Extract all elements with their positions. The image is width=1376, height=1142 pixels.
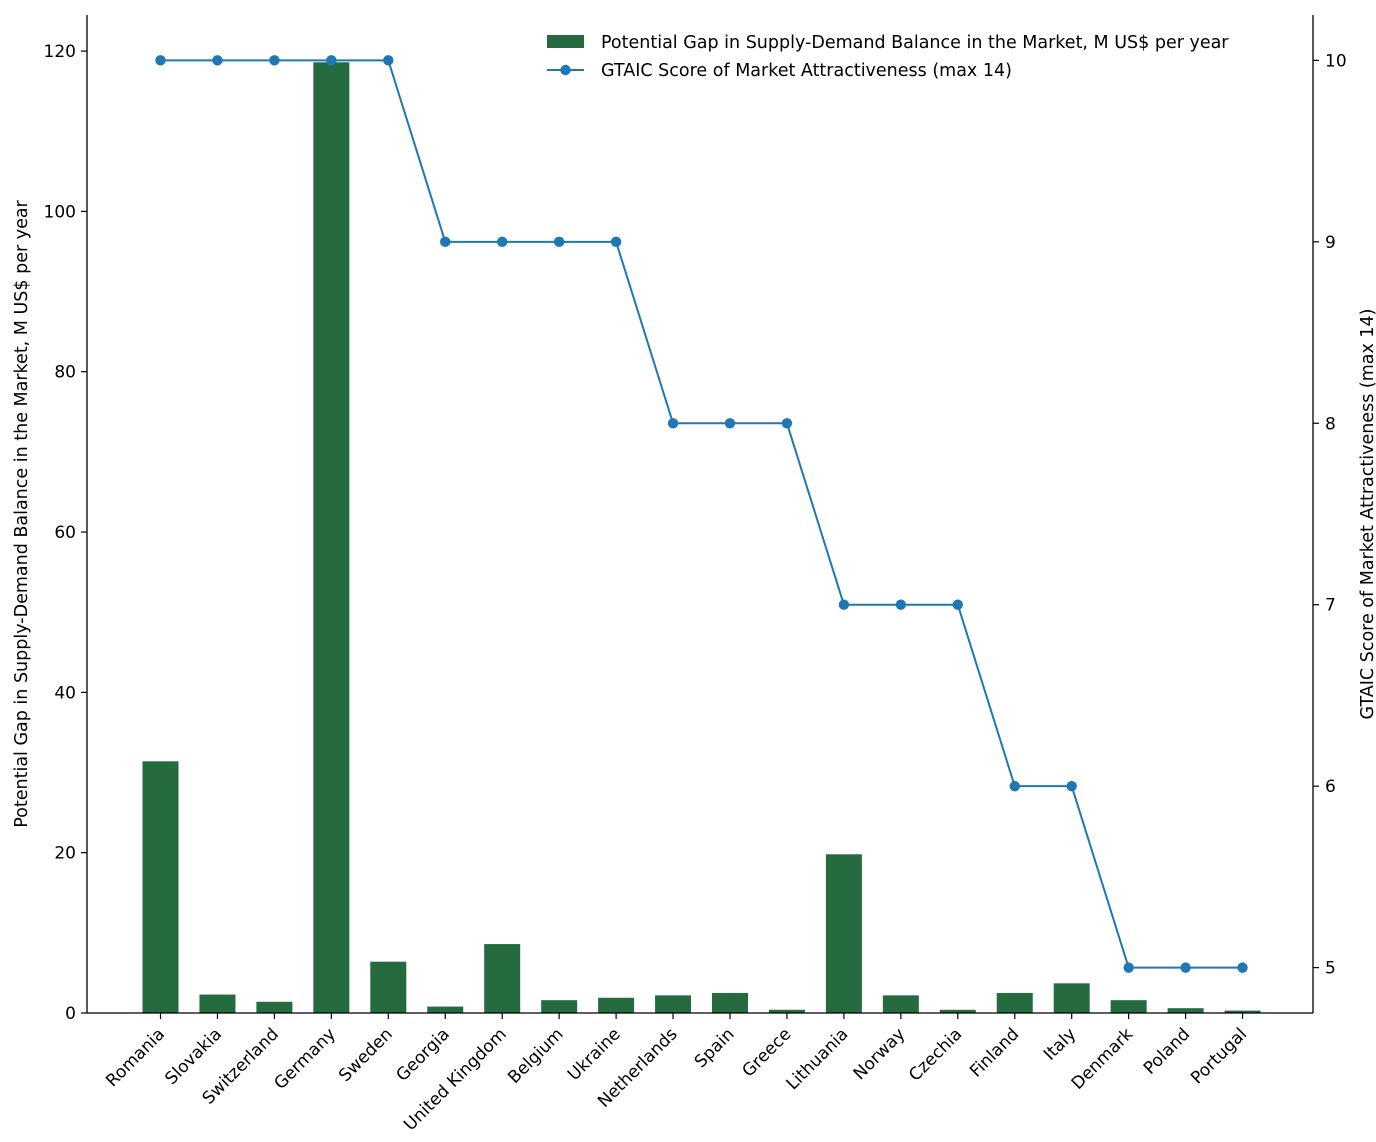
bar-romania: [142, 761, 179, 1013]
y-left-tick-label: 100: [44, 202, 76, 222]
y-left-tick-label: 80: [54, 363, 76, 383]
score-point-denmark: [1123, 962, 1134, 973]
y-left-tick-label: 0: [65, 1004, 76, 1024]
x-tick-label: Romania: [102, 1024, 169, 1091]
score-point-poland: [1180, 962, 1191, 973]
bar-ukraine: [598, 997, 635, 1013]
score-point-netherlands: [667, 418, 679, 429]
score-point-norway: [895, 599, 907, 610]
x-tick-label: Czechia: [905, 1024, 966, 1085]
x-tick-label: United Kingdom: [400, 1024, 511, 1135]
bar-poland: [1167, 1008, 1204, 1013]
x-tick-label: Spain: [691, 1024, 739, 1072]
bar-sweden: [370, 961, 407, 1013]
score-point-czechia: [952, 599, 963, 610]
x-tick-label: Poland: [1140, 1024, 1194, 1078]
bar-netherlands: [655, 995, 692, 1013]
bar-switzerland: [256, 1001, 293, 1013]
x-tick-label: Italy: [1040, 1024, 1080, 1064]
y-right-tick-label: 9: [1325, 233, 1336, 253]
y-right-tick-label: 5: [1325, 959, 1336, 979]
bar-portugal: [1224, 1010, 1261, 1013]
y-right-tick-label: 7: [1325, 596, 1336, 616]
x-tick-label: Germany: [270, 1024, 339, 1093]
x-tick-label: Norway: [850, 1024, 910, 1084]
y-right-ticks-group: 5 6 7 8 9 10: [1313, 51, 1347, 979]
score-point-romania: [155, 55, 166, 66]
score-point-united-kingdom: [497, 236, 508, 248]
score-point-slovakia: [212, 55, 223, 66]
bar-united-kingdom: [484, 944, 521, 1013]
score-point-germany: [326, 55, 337, 66]
axes-group: [86, 15, 1314, 1014]
y-left-ticks-group: 0 20 40 60 80 100 120: [44, 42, 87, 1024]
bar-germany: [313, 62, 350, 1013]
bar-slovakia: [199, 994, 236, 1013]
score-point-greece: [781, 418, 793, 429]
y-right-tick-label: 6: [1325, 777, 1336, 797]
bar-italy: [1053, 983, 1090, 1013]
legend: Potential Gap in Supply-Demand Balance i…: [547, 33, 1229, 81]
legend-line-marker: [560, 64, 571, 76]
score-point-spain: [724, 418, 736, 429]
legend-line-label: GTAIC Score of Market Attractiveness (ma…: [601, 61, 1012, 81]
bar-spain: [712, 992, 748, 1013]
bar-finland: [996, 992, 1033, 1013]
bar-greece: [768, 1009, 805, 1013]
y-left-tick-label: 120: [44, 42, 76, 62]
score-point-italy: [1066, 780, 1077, 792]
bar-czechia: [939, 1009, 976, 1013]
x-tick-label: Belgium: [504, 1024, 567, 1087]
bar-georgia: [427, 1006, 464, 1013]
score-line: [160, 59, 1243, 969]
score-point-georgia: [440, 236, 451, 248]
bar-belgium: [541, 1000, 578, 1013]
y-right-tick-label: 8: [1325, 414, 1336, 434]
score-point-finland: [1009, 780, 1020, 792]
y-left-tick-label: 20: [54, 844, 76, 864]
score-line-group: [155, 55, 1248, 973]
score-point-belgium: [553, 236, 565, 248]
x-tick-label: Sweden: [335, 1024, 397, 1086]
y-left-axis-title: Potential Gap in Supply-Demand Balance i…: [12, 199, 32, 827]
score-point-ukraine: [610, 236, 622, 248]
x-tick-label: Denmark: [1068, 1024, 1138, 1094]
x-tick-label: Greece: [739, 1024, 796, 1081]
score-point-sweden: [383, 55, 394, 66]
score-point-lithuania: [838, 599, 850, 610]
y-left-tick-label: 60: [54, 523, 76, 543]
bar-norway: [882, 995, 919, 1013]
bar-lithuania: [825, 854, 862, 1013]
y-left-tick-label: 40: [54, 683, 76, 703]
y-right-axis-title: GTAIC Score of Market Attractiveness (ma…: [1358, 309, 1376, 720]
score-point-switzerland: [269, 55, 280, 66]
y-right-tick-label: 10: [1325, 51, 1347, 71]
x-tick-label: Portugal: [1187, 1024, 1251, 1088]
score-point-portugal: [1237, 962, 1248, 973]
x-tick-label: Finland: [966, 1024, 1023, 1081]
legend-bar-label: Potential Gap in Supply-Demand Balance i…: [601, 33, 1229, 53]
bar-denmark: [1110, 1000, 1147, 1013]
bars-group: [142, 62, 1261, 1013]
x-ticks-group: RomaniaSlovakiaSwitzerlandGermanySwedenG…: [102, 1013, 1251, 1135]
legend-bar-swatch: [547, 35, 584, 48]
x-tick-label: Lithuania: [783, 1024, 853, 1094]
